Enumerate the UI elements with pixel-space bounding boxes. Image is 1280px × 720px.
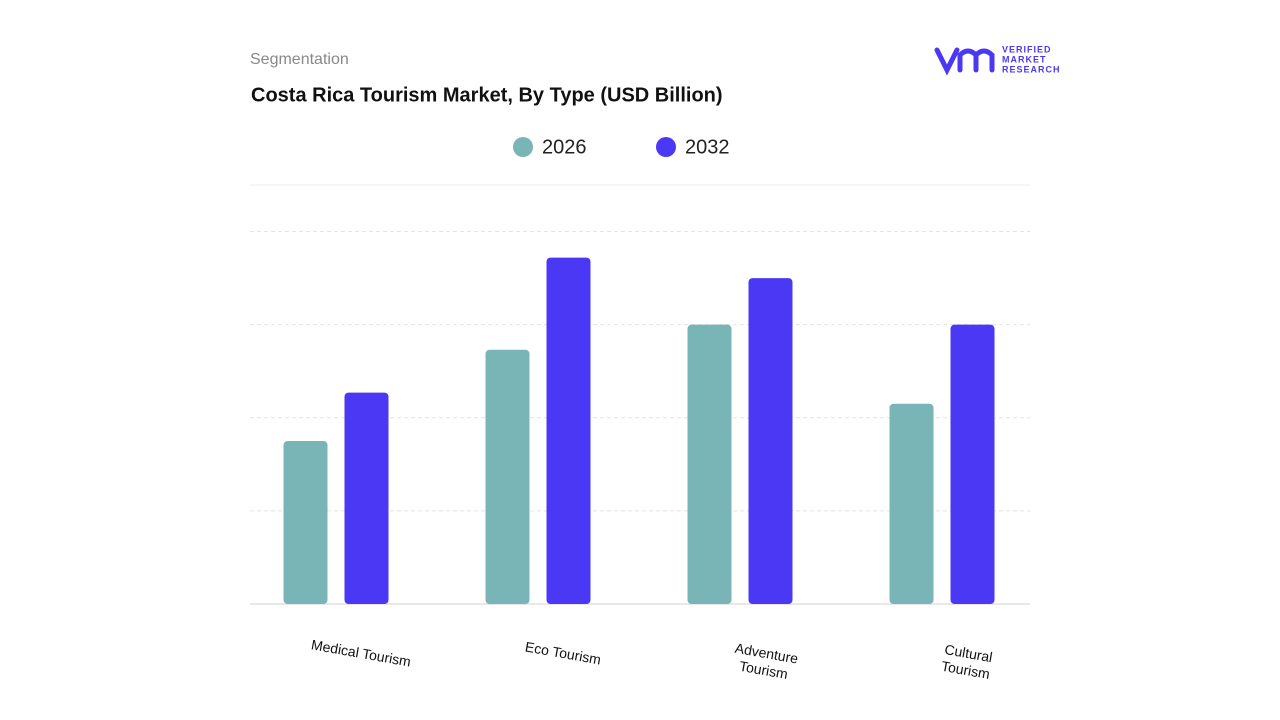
bar (687, 324, 732, 604)
bar (950, 324, 995, 604)
bar (546, 257, 591, 604)
logo-text: RESEARCH (1002, 64, 1061, 74)
legend-label: 2026 (542, 136, 587, 158)
legend-swatch (656, 137, 676, 157)
logo-text: MARKET (1002, 54, 1047, 64)
chart-title: Costa Rica Tourism Market, By Type (USD … (251, 84, 723, 106)
logo-mark (934, 47, 995, 76)
logo-text: VERIFIED (1002, 44, 1052, 54)
bar (344, 392, 389, 604)
legend-label: 2032 (685, 136, 730, 158)
section-label: Segmentation (250, 51, 349, 68)
bar (283, 441, 328, 604)
logo: VERIFIED MARKET RESEARCH (934, 44, 1061, 76)
bar (485, 349, 530, 604)
bar (748, 278, 793, 604)
legend-swatch (513, 137, 533, 157)
bar (889, 403, 934, 604)
